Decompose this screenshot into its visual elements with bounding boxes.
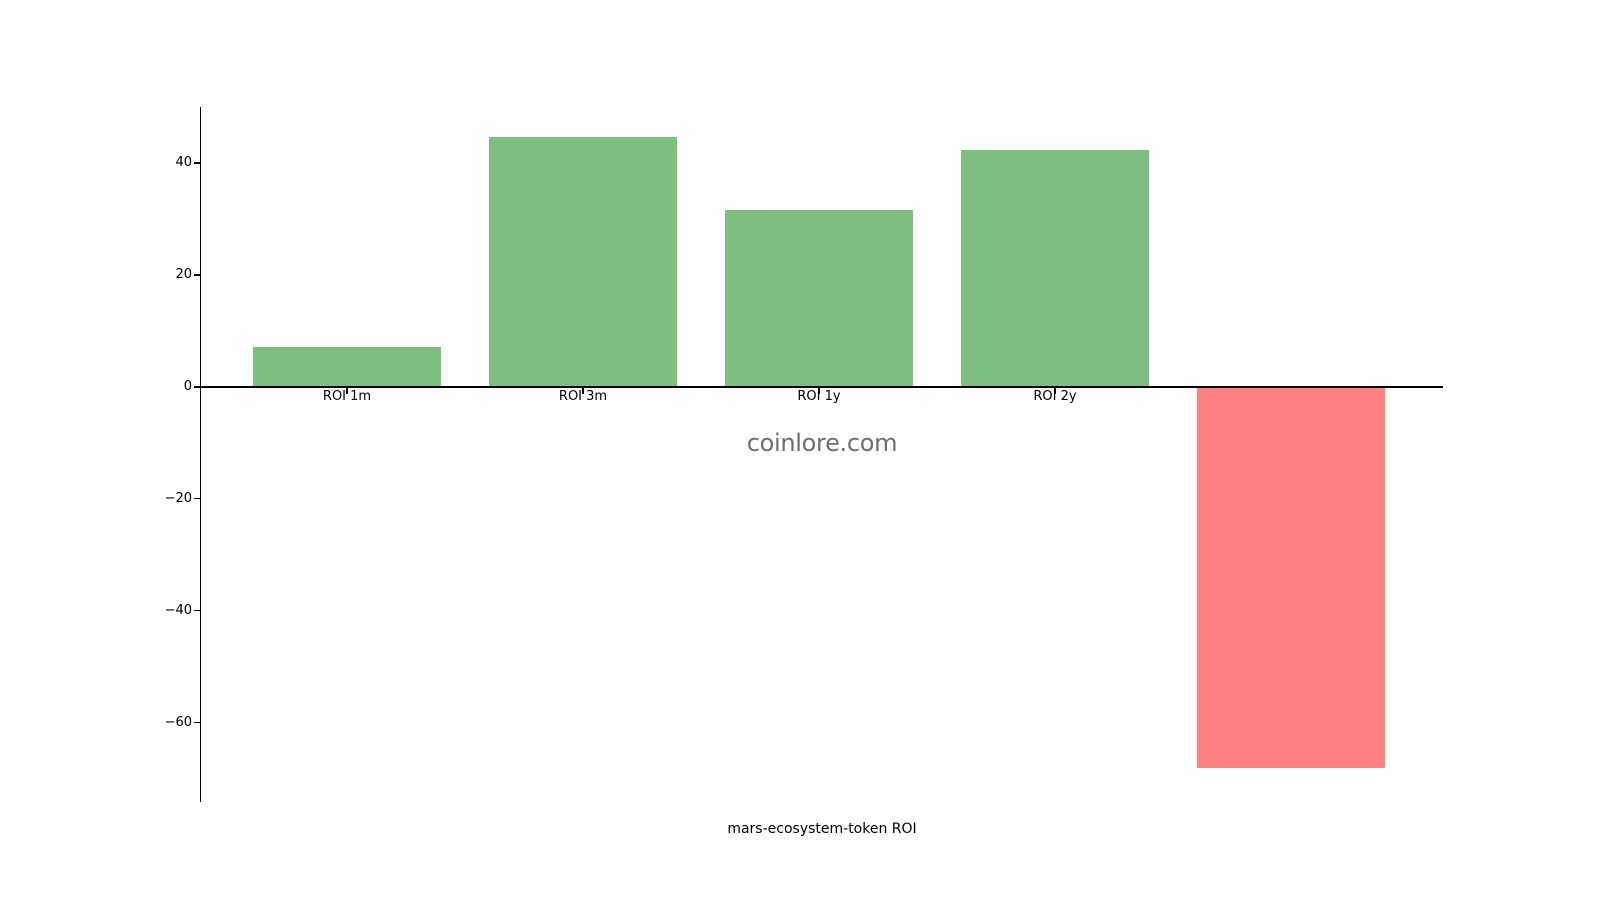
watermark: coinlore.com — [746, 429, 898, 457]
y-axis-tick — [194, 721, 201, 724]
bar-positive — [960, 150, 1150, 387]
y-axis-tick — [194, 386, 201, 388]
y-axis-tick-label: −60 — [164, 714, 192, 730]
x-axis-tick — [818, 386, 820, 394]
y-axis-tick-label: 40 — [175, 154, 192, 170]
x-axis-tick-label: ROI 1m — [322, 389, 372, 405]
x-axis-tick-label: ROI 1y — [797, 389, 841, 405]
y-axis-tick — [194, 609, 201, 612]
y-axis-tick-label: −40 — [164, 602, 192, 618]
bar-positive — [252, 346, 442, 387]
y-axis-tick — [194, 162, 201, 164]
y-axis-tick-label: 0 — [183, 378, 192, 394]
chart-title: mars-ecosystem-token ROI — [727, 821, 917, 837]
x-axis-tick — [346, 386, 348, 394]
x-axis-tick — [1054, 386, 1056, 394]
y-axis-tick-label: −20 — [164, 490, 192, 506]
y-axis-tick-label: 20 — [175, 266, 192, 282]
bar-positive — [488, 137, 678, 387]
y-axis-line — [199, 107, 201, 802]
x-axis-tick — [582, 386, 584, 394]
bar-positive — [724, 209, 914, 387]
x-axis-tick-label: ROI 3m — [558, 389, 608, 405]
y-axis-tick — [194, 274, 201, 276]
x-axis-tick-label: ROI 2y — [1033, 389, 1077, 405]
bar-negative — [1196, 386, 1386, 769]
y-axis-tick — [194, 497, 201, 500]
x-axis-line — [199, 386, 1443, 388]
